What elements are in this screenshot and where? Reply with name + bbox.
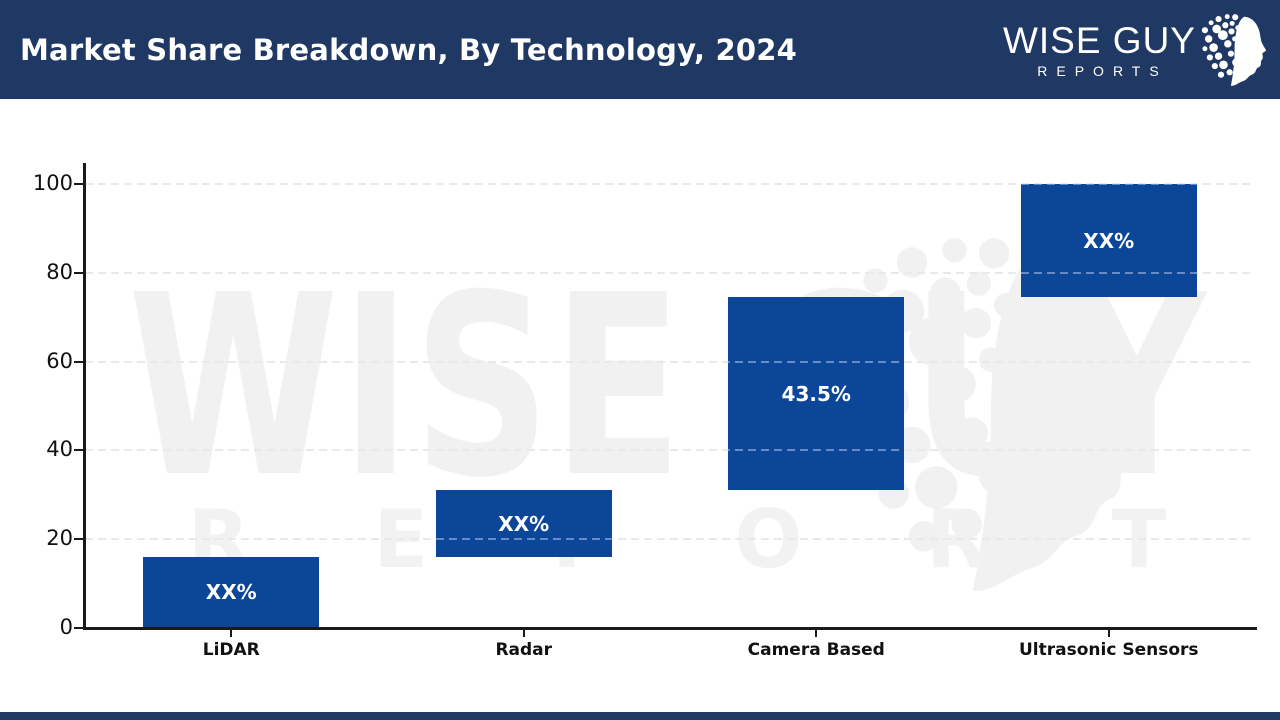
gridline-overlay <box>85 538 1255 541</box>
x-axis-label: Radar <box>495 640 553 660</box>
y-tick-label: 80 <box>46 259 73 284</box>
x-axis-line <box>83 627 1257 630</box>
bar-value-label: XX% <box>205 580 257 605</box>
gridline <box>85 360 1255 363</box>
y-tick-label: 100 <box>32 171 73 195</box>
y-tick-label: 20 <box>46 526 73 551</box>
gridline <box>85 538 1255 541</box>
wiseguy-head-icon <box>1201 14 1267 86</box>
y-tick-mark <box>74 183 83 185</box>
y-tick-label: 0 <box>59 615 73 639</box>
bar-value-label: XX% <box>498 511 550 536</box>
wiseguy-logo: WISE GUY REPORTS <box>1003 8 1268 92</box>
bar-value-label: 43.5% <box>781 381 851 406</box>
y-axis-line <box>83 163 86 630</box>
y-tick-mark <box>74 360 83 363</box>
gridline <box>85 183 1255 185</box>
x-tick-mark <box>1107 630 1110 637</box>
bar-ultrasonic-sensors: XX% <box>1020 184 1197 298</box>
header-bar: Market Share Breakdown, By Technology, 2… <box>0 0 1280 99</box>
gridline <box>85 449 1255 452</box>
y-tick-mark <box>74 538 83 541</box>
y-tick-label: 60 <box>46 348 73 373</box>
gridline-overlay <box>85 360 1255 363</box>
gridline <box>85 271 1255 274</box>
y-tick-mark <box>74 271 83 274</box>
x-tick-mark <box>230 630 233 637</box>
bar-radar: XX% <box>435 490 612 557</box>
x-tick-mark <box>815 630 818 637</box>
x-axis-label: Camera Based <box>747 640 885 660</box>
x-axis-label: LiDAR <box>202 640 260 660</box>
page-title: Market Share Breakdown, By Technology, 2… <box>20 32 798 67</box>
y-tick-mark <box>74 627 83 629</box>
y-tick-mark <box>74 449 83 452</box>
y-tick-label: 40 <box>46 437 73 462</box>
gridline-overlay <box>85 183 1255 185</box>
logo-subtitle: REPORTS <box>1037 62 1168 79</box>
footer-bar <box>0 712 1280 720</box>
x-axis-label: Ultrasonic Sensors <box>1018 640 1199 660</box>
logo-text: WISE GUY REPORTS <box>1003 22 1196 79</box>
bar-value-label: XX% <box>1083 228 1135 253</box>
logo-wordmark: WISE GUY <box>1002 19 1196 61</box>
bar-camera-based: 43.5% <box>728 297 905 491</box>
gridline-overlay <box>85 271 1255 274</box>
gridline-overlay <box>85 449 1255 452</box>
x-tick-mark <box>522 630 525 637</box>
bar-lidar: XX% <box>143 556 320 628</box>
